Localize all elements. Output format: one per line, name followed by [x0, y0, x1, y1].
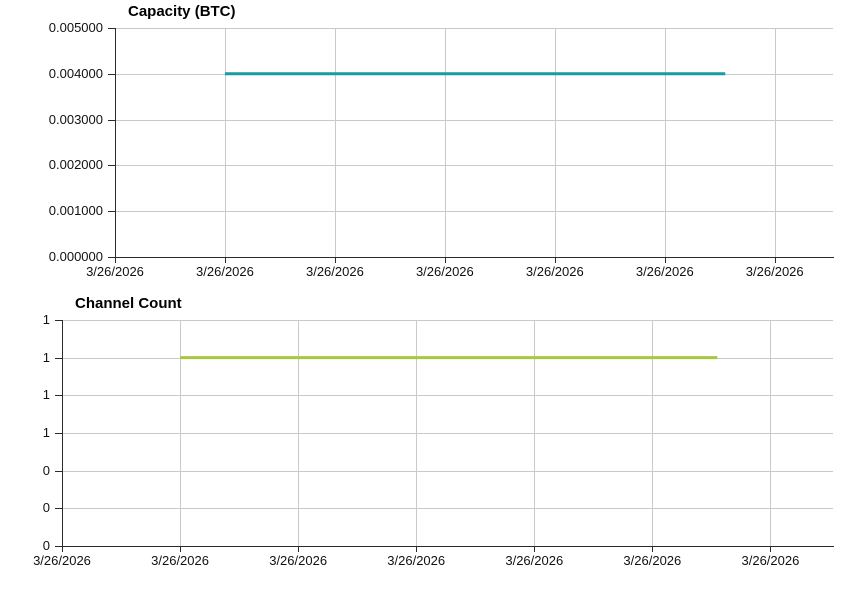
y-tick-mark [108, 165, 115, 167]
v-gridline [774, 28, 776, 257]
y-tick-mark [108, 28, 115, 29]
plot-area [62, 320, 833, 546]
v-gridline [770, 320, 772, 546]
chart-title: Capacity (BTC) [128, 3, 236, 20]
x-tick-label: 3/26/2026 [33, 553, 91, 568]
h-gridline [62, 433, 833, 434]
y-tick-label: 1 [42, 387, 50, 403]
x-tick-label: 3/26/2026 [745, 264, 804, 279]
y-tick-label: 0.002000 [48, 157, 103, 173]
y-tick-mark [55, 470, 62, 472]
x-tick-label: 3/26/2026 [151, 553, 209, 568]
x-tick-label: 3/26/2026 [741, 553, 800, 568]
x-tick-mark [554, 257, 556, 263]
x-tick-mark [652, 546, 654, 552]
y-tick-mark [55, 546, 62, 547]
v-gridline [664, 28, 666, 257]
v-gridline [534, 320, 536, 546]
y-tick-label: 1 [42, 312, 50, 327]
x-tick-mark [774, 257, 776, 263]
y-tick-label: 0 [42, 538, 50, 553]
y-tick-mark [55, 357, 62, 359]
v-gridline [554, 28, 556, 257]
x-tick-mark [770, 546, 772, 552]
v-gridline [444, 28, 446, 257]
x-tick-mark [115, 257, 116, 263]
v-gridline [298, 320, 300, 546]
x-axis-line [115, 257, 834, 258]
y-tick-label: 1 [42, 425, 50, 440]
v-gridline [334, 28, 336, 257]
x-tick-mark [298, 546, 300, 552]
y-tick-mark [108, 119, 115, 121]
y-axis-line [62, 320, 63, 547]
series-layer [224, 72, 726, 76]
v-gridline [416, 320, 418, 546]
y-tick-mark [55, 433, 62, 434]
y-tick-mark [108, 73, 115, 75]
y-tick-label: 0.001000 [48, 203, 103, 219]
y-tick-mark [108, 211, 115, 213]
x-tick-mark [444, 257, 446, 263]
y-tick-label: 0.004000 [48, 65, 103, 81]
x-tick-label: 3/26/2026 [635, 264, 694, 279]
x-tick-label: 3/26/2026 [269, 553, 328, 568]
x-tick-label: 3/26/2026 [623, 553, 682, 568]
y-tick-mark [55, 395, 62, 397]
v-gridline [652, 320, 654, 546]
x-tick-mark [180, 546, 182, 552]
x-tick-mark [334, 257, 336, 263]
x-tick-label: 3/26/2026 [305, 264, 364, 279]
x-tick-mark [224, 257, 226, 263]
x-tick-label: 3/26/2026 [525, 264, 584, 279]
y-tick-mark [55, 320, 62, 321]
h-gridline [115, 28, 833, 29]
x-tick-label: 3/26/2026 [415, 264, 474, 279]
x-tick-label: 3/26/2026 [505, 553, 564, 568]
v-gridline [180, 320, 182, 546]
x-tick-mark [534, 546, 536, 552]
series-layer [180, 356, 718, 360]
y-axis-line [115, 28, 116, 258]
y-tick-label: 0 [42, 500, 50, 516]
h-gridline [62, 320, 833, 321]
x-tick-label: 3/26/2026 [387, 553, 446, 568]
y-tick-mark [108, 257, 115, 258]
x-tick-mark [416, 546, 418, 552]
plot-area [115, 28, 833, 257]
y-tick-mark [55, 508, 62, 510]
h-gridline [115, 165, 833, 167]
y-tick-label: 0 [42, 462, 50, 478]
y-tick-label: 1 [42, 349, 50, 365]
y-tick-label: 0.003000 [48, 111, 103, 127]
x-axis-line [62, 546, 834, 547]
h-gridline [115, 119, 833, 121]
x-tick-mark [664, 257, 666, 263]
x-tick-label: 3/26/2026 [86, 264, 144, 279]
h-gridline [62, 508, 833, 510]
x-tick-label: 3/26/2026 [196, 264, 254, 279]
x-tick-mark [62, 546, 63, 552]
h-gridline [115, 211, 833, 213]
y-tick-label: 0.005000 [48, 20, 103, 35]
chart-title: Channel Count [75, 295, 182, 312]
h-gridline [62, 470, 833, 472]
h-gridline [62, 395, 833, 397]
y-tick-label: 0.000000 [48, 249, 103, 264]
v-gridline [224, 28, 226, 257]
